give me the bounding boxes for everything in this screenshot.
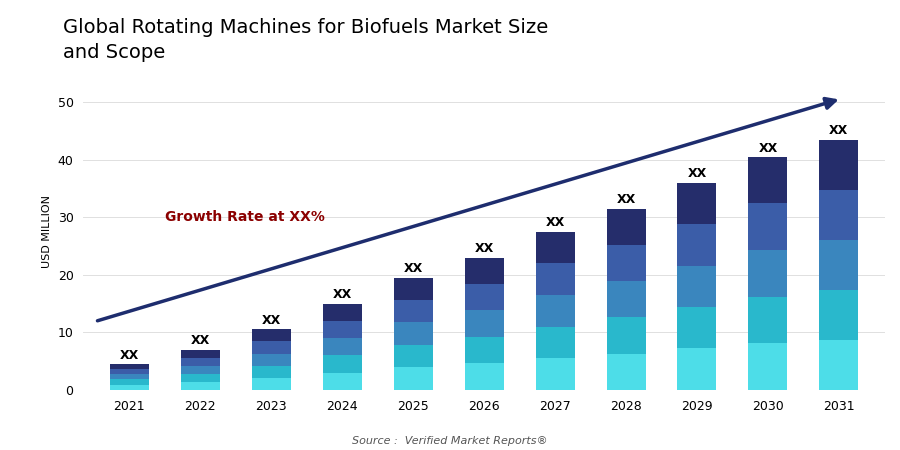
Bar bbox=[464, 310, 504, 337]
Bar bbox=[819, 240, 859, 290]
Y-axis label: USD MILLION: USD MILLION bbox=[42, 195, 52, 268]
Bar bbox=[393, 367, 433, 390]
Bar bbox=[464, 257, 504, 284]
Text: Global Rotating Machines for Biofuels Market Size
and Scope: Global Rotating Machines for Biofuels Ma… bbox=[63, 18, 548, 62]
Bar bbox=[181, 358, 220, 366]
Bar bbox=[536, 232, 574, 263]
Bar bbox=[678, 183, 716, 224]
Bar bbox=[252, 342, 291, 354]
Bar bbox=[607, 209, 645, 245]
Bar bbox=[607, 354, 645, 390]
Bar bbox=[749, 297, 788, 343]
Text: XX: XX bbox=[829, 124, 849, 137]
Bar bbox=[749, 343, 788, 390]
Bar bbox=[181, 350, 220, 358]
Bar bbox=[464, 337, 504, 363]
Bar bbox=[678, 348, 716, 390]
Bar bbox=[110, 385, 148, 390]
Bar bbox=[393, 345, 433, 367]
Text: XX: XX bbox=[191, 334, 210, 347]
Text: XX: XX bbox=[403, 262, 423, 275]
Bar bbox=[110, 374, 148, 379]
Bar bbox=[393, 323, 433, 345]
Text: XX: XX bbox=[262, 314, 281, 327]
Bar bbox=[110, 369, 148, 374]
Text: XX: XX bbox=[474, 242, 494, 255]
Text: XX: XX bbox=[545, 216, 564, 230]
Bar bbox=[678, 266, 716, 307]
Bar bbox=[252, 329, 291, 342]
Bar bbox=[536, 263, 574, 295]
Bar bbox=[607, 245, 645, 281]
Bar bbox=[464, 363, 504, 390]
Bar bbox=[607, 281, 645, 317]
Bar bbox=[393, 300, 433, 323]
Bar bbox=[110, 364, 148, 369]
Bar bbox=[393, 278, 433, 300]
Bar bbox=[536, 295, 574, 327]
Bar bbox=[181, 374, 220, 382]
Bar bbox=[323, 303, 362, 321]
Bar bbox=[819, 290, 859, 340]
Bar bbox=[749, 250, 788, 297]
Text: Source :  Verified Market Reports®: Source : Verified Market Reports® bbox=[352, 436, 548, 446]
Bar bbox=[323, 355, 362, 373]
Text: Growth Rate at XX%: Growth Rate at XX% bbox=[165, 210, 325, 224]
Bar bbox=[607, 317, 645, 354]
Bar bbox=[464, 284, 504, 310]
Bar bbox=[819, 340, 859, 390]
Bar bbox=[749, 157, 788, 203]
Bar bbox=[749, 203, 788, 250]
Bar bbox=[323, 321, 362, 338]
Bar bbox=[181, 366, 220, 374]
Text: XX: XX bbox=[616, 194, 635, 207]
Bar bbox=[678, 307, 716, 348]
Text: XX: XX bbox=[759, 142, 778, 155]
Text: XX: XX bbox=[688, 167, 706, 180]
Bar bbox=[536, 358, 574, 390]
Bar bbox=[819, 140, 859, 189]
Bar bbox=[323, 338, 362, 355]
Text: XX: XX bbox=[333, 288, 352, 301]
Bar bbox=[323, 373, 362, 390]
Bar bbox=[110, 379, 148, 385]
Bar bbox=[181, 382, 220, 390]
Bar bbox=[252, 366, 291, 378]
Text: XX: XX bbox=[120, 349, 139, 362]
Bar bbox=[536, 327, 574, 358]
Bar bbox=[819, 189, 859, 240]
Bar bbox=[252, 354, 291, 366]
Bar bbox=[678, 224, 716, 266]
Bar bbox=[252, 378, 291, 390]
